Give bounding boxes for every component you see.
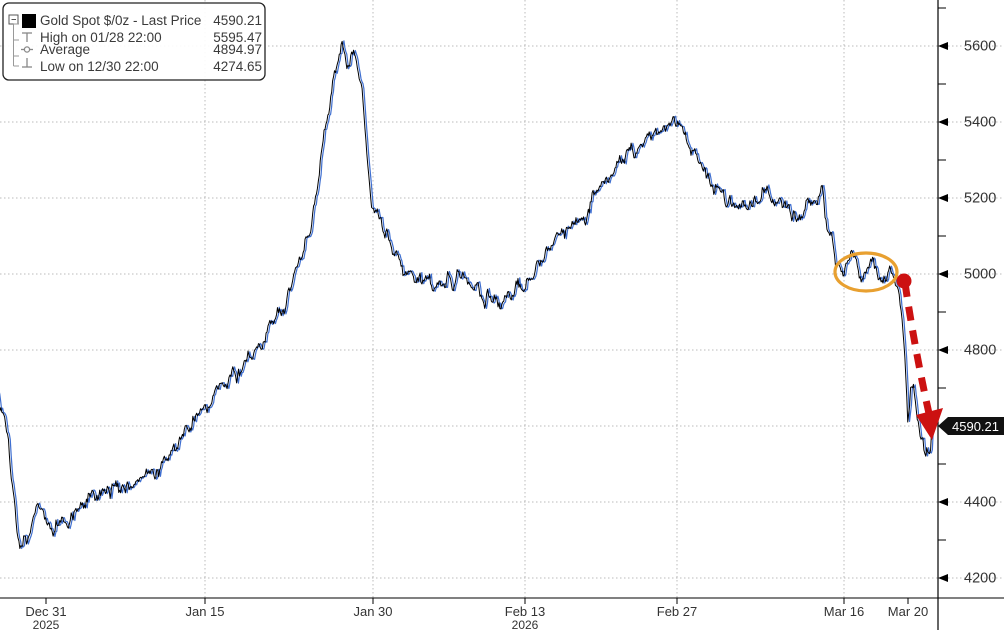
svg-text:4590.21: 4590.21 (952, 419, 999, 434)
svg-text:4590.21: 4590.21 (213, 13, 262, 28)
svg-text:Mar 16: Mar 16 (824, 604, 864, 619)
svg-text:4200: 4200 (964, 571, 996, 587)
svg-text:4800: 4800 (964, 343, 996, 359)
svg-text:5600: 5600 (964, 39, 996, 55)
svg-text:5400: 5400 (964, 115, 996, 131)
svg-text:Feb 27: Feb 27 (657, 604, 697, 619)
svg-text:Gold Spot $/0z - Last Price: Gold Spot $/0z - Last Price (40, 13, 201, 28)
svg-text:5000: 5000 (964, 267, 996, 283)
svg-text:Feb 13: Feb 13 (505, 604, 545, 619)
svg-text:2026: 2026 (512, 618, 539, 630)
svg-text:Dec 31: Dec 31 (25, 604, 66, 619)
svg-text:Jan 15: Jan 15 (185, 604, 224, 619)
svg-text:4894.97: 4894.97 (213, 42, 262, 57)
svg-text:4400: 4400 (964, 495, 996, 511)
svg-text:Low on 12/30 22:00: Low on 12/30 22:00 (40, 59, 159, 74)
svg-text:Jan 30: Jan 30 (353, 604, 392, 619)
svg-text:2025: 2025 (33, 618, 60, 630)
svg-text:5200: 5200 (964, 191, 996, 207)
svg-text:4274.65: 4274.65 (213, 59, 262, 74)
svg-text:Average: Average (40, 42, 90, 57)
svg-text:Mar 20: Mar 20 (888, 604, 928, 619)
